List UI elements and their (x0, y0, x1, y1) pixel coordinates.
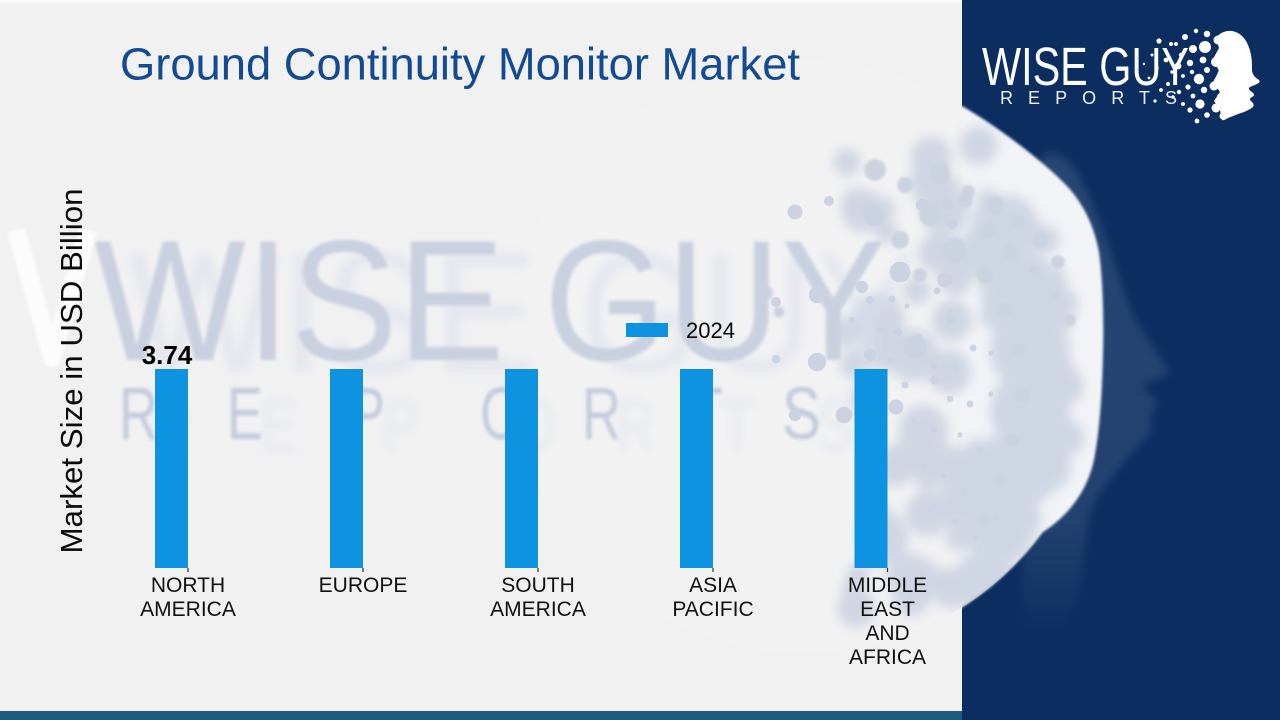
svg-text:EUROPE: EUROPE (319, 574, 408, 597)
svg-text:MIDDLE: MIDDLE (848, 574, 927, 597)
svg-text:EAST: EAST (860, 598, 915, 621)
svg-text:3.74: 3.74 (142, 340, 193, 370)
svg-text:Ground Continuity Monitor Mark: Ground Continuity Monitor Market (120, 39, 800, 90)
svg-text:WISE GUY: WISE GUY (982, 37, 1189, 97)
svg-text:ASIA: ASIA (689, 574, 737, 597)
svg-text:T: T (717, 384, 757, 467)
svg-text:AND: AND (865, 622, 909, 645)
svg-text:GUY: GUY (544, 205, 886, 397)
svg-text:S: S (782, 372, 821, 455)
svg-text:E: E (227, 372, 263, 455)
svg-text:R: R (582, 372, 621, 455)
svg-text:NORTH: NORTH (151, 574, 225, 597)
svg-text:R: R (616, 384, 655, 467)
svg-text:R: R (119, 372, 158, 455)
svg-text:WISE: WISE (94, 205, 505, 397)
svg-text:PACIFIC: PACIFIC (672, 598, 753, 621)
svg-text:P: P (383, 384, 419, 467)
svg-text:AFRICA: AFRICA (849, 646, 926, 669)
svg-text:2024: 2024 (686, 318, 735, 343)
svg-text:E: E (261, 384, 297, 467)
svg-text:Market Size in USD Billion: Market Size in USD Billion (54, 188, 89, 553)
svg-text:SOUTH: SOUTH (501, 574, 575, 597)
svg-text:AMERICA: AMERICA (140, 598, 236, 621)
svg-text:AMERICA: AMERICA (490, 598, 586, 621)
svg-text:S: S (816, 384, 855, 467)
